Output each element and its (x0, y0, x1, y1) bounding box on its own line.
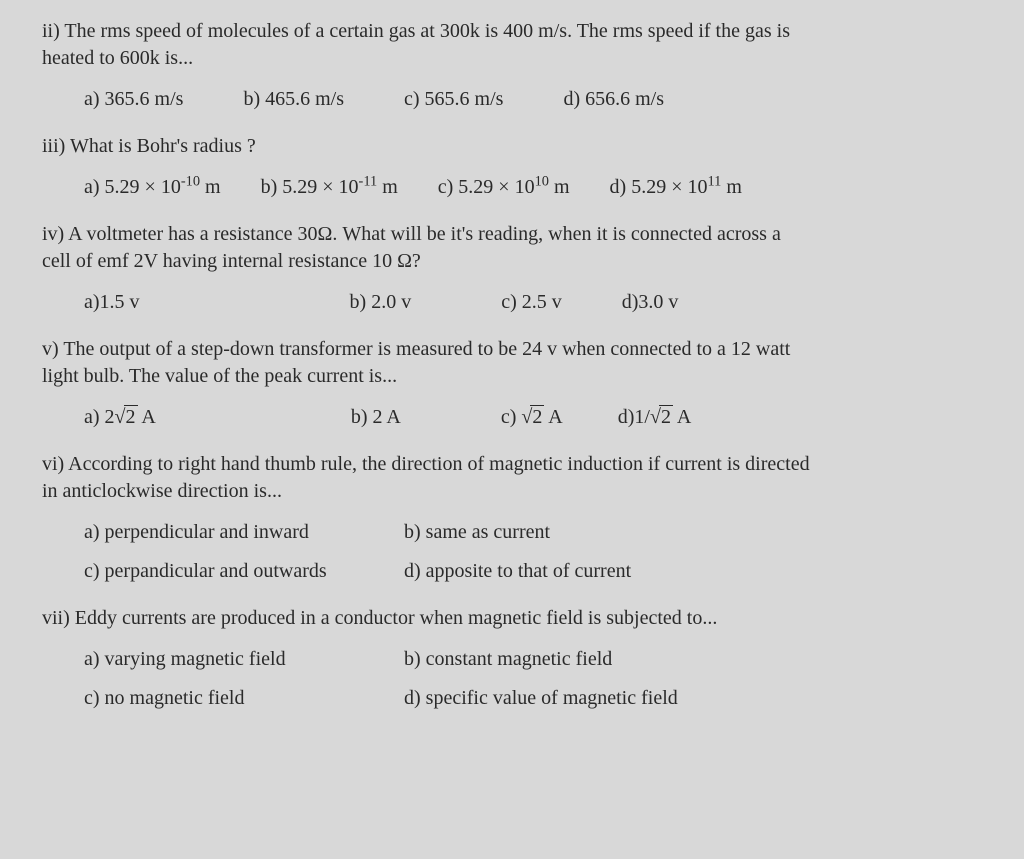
option-v-d: d)1/√2 A (618, 404, 692, 431)
roman-vi: vi) (42, 453, 64, 475)
option-iii-b: b) 5.29 × 10-11 m (261, 174, 398, 201)
option-vii-a: a) varying magnetic field (84, 646, 404, 673)
opt-iii-a-post: m (200, 176, 221, 198)
option-iv-d: d)3.0 v (622, 289, 679, 316)
opt-v-a-pre: a) 2 (84, 406, 115, 428)
option-v-c: c) √2 A (501, 404, 563, 431)
option-iv-b: b) 2.0 v (350, 289, 412, 316)
opt-iii-d-pre: d) 5.29 × 10 (610, 176, 708, 198)
opt-iii-b-pre: b) 5.29 × 10 (261, 176, 359, 198)
question-v-line2: light bulb. The value of the peak curren… (42, 365, 397, 387)
opt-iii-b-exp: -11 (359, 173, 378, 189)
question-vii-text: vii) Eddy currents are produced in a con… (42, 605, 996, 632)
opt-iii-d-post: m (721, 176, 742, 198)
question-vi: vi) According to right hand thumb rule, … (42, 451, 996, 585)
option-vii-c: c) no magnetic field (84, 685, 404, 712)
option-iii-c: c) 5.29 × 1010 m (438, 174, 570, 201)
option-ii-b: b) 465.6 m/s (243, 86, 344, 113)
question-vii: vii) Eddy currents are produced in a con… (42, 605, 996, 712)
question-iv-line1: A voltmeter has a resistance 30Ω. What w… (68, 223, 781, 245)
opt-v-d-pre: d)1/ (618, 406, 650, 428)
option-ii-c: c) 565.6 m/s (404, 86, 503, 113)
option-vi-c: c) perpandicular and outwards (84, 558, 404, 585)
opt-v-c-pre: c) (501, 406, 522, 428)
question-v: v) The output of a step-down transformer… (42, 336, 996, 431)
option-vii-b: b) constant magnetic field (404, 646, 996, 673)
option-iv-a: a)1.5 v (84, 289, 140, 316)
question-v-text: v) The output of a step-down transformer… (42, 336, 996, 390)
opt-v-c-rad: 2 (530, 405, 544, 428)
opt-v-a-post: A (138, 406, 156, 428)
roman-v: v) (42, 338, 59, 360)
opt-iii-c-exp: 10 (535, 173, 549, 189)
roman-iv: iv) (42, 223, 64, 245)
options-vi: a) perpendicular and inward b) same as c… (84, 519, 996, 585)
question-vi-line2: in anticlockwise direction is... (42, 480, 282, 502)
roman-iii: iii) (42, 135, 65, 157)
options-ii: a) 365.6 m/s b) 465.6 m/s c) 565.6 m/s d… (84, 86, 996, 113)
opt-v-d-rad: 2 (659, 405, 673, 428)
opt-iii-a-pre: a) 5.29 × 10 (84, 176, 181, 198)
option-iv-c: c) 2.5 v (501, 289, 562, 316)
option-vi-b: b) same as current (404, 519, 996, 546)
options-vii: a) varying magnetic field b) constant ma… (84, 646, 996, 712)
question-iv-text: iv) A voltmeter has a resistance 30Ω. Wh… (42, 221, 996, 275)
question-vii-line: Eddy currents are produced in a conducto… (75, 607, 718, 629)
opt-iii-a-exp: -10 (181, 173, 200, 189)
question-iv-line2: cell of emf 2V having internal resistanc… (42, 250, 421, 272)
roman-ii: ii) (42, 20, 60, 42)
question-iv: iv) A voltmeter has a resistance 30Ω. Wh… (42, 221, 996, 316)
question-ii: ii) The rms speed of molecules of a cert… (42, 18, 996, 113)
opt-iii-d-exp: 11 (707, 173, 721, 189)
roman-vii: vii) (42, 607, 70, 629)
opt-iii-c-pre: c) 5.29 × 10 (438, 176, 535, 198)
question-vi-text: vi) According to right hand thumb rule, … (42, 451, 996, 505)
opt-v-a-rad: 2 (124, 405, 138, 428)
options-v: a) 2√2 A b) 2 A c) √2 A d)1/√2 A (84, 404, 996, 431)
question-ii-line2: heated to 600k is... (42, 47, 193, 69)
option-vi-d: d) apposite to that of current (404, 558, 996, 585)
options-iii: a) 5.29 × 10-10 m b) 5.29 × 10-11 m c) 5… (84, 174, 996, 201)
question-vi-line1: According to right hand thumb rule, the … (68, 453, 809, 475)
option-vii-d: d) specific value of magnetic field (404, 685, 996, 712)
opt-iii-c-post: m (549, 176, 570, 198)
opt-iii-b-post: m (377, 176, 398, 198)
opt-v-c-post: A (544, 406, 562, 428)
question-iii: iii) What is Bohr's radius ? a) 5.29 × 1… (42, 133, 996, 201)
option-ii-d: d) 656.6 m/s (563, 86, 664, 113)
question-iii-line: What is Bohr's radius ? (70, 135, 256, 157)
options-iv: a)1.5 v b) 2.0 v c) 2.5 v d)3.0 v (84, 289, 996, 316)
option-iii-a: a) 5.29 × 10-10 m (84, 174, 221, 201)
question-ii-line1: The rms speed of molecules of a certain … (64, 20, 790, 42)
question-v-line1: The output of a step-down transformer is… (63, 338, 790, 360)
option-v-a: a) 2√2 A (84, 404, 156, 431)
question-ii-text: ii) The rms speed of molecules of a cert… (42, 18, 996, 72)
option-ii-a: a) 365.6 m/s (84, 86, 183, 113)
option-vi-a: a) perpendicular and inward (84, 519, 404, 546)
opt-v-d-post: A (673, 406, 691, 428)
option-v-b: b) 2 A (351, 404, 401, 431)
question-iii-text: iii) What is Bohr's radius ? (42, 133, 996, 160)
option-iii-d: d) 5.29 × 1011 m (610, 174, 742, 201)
